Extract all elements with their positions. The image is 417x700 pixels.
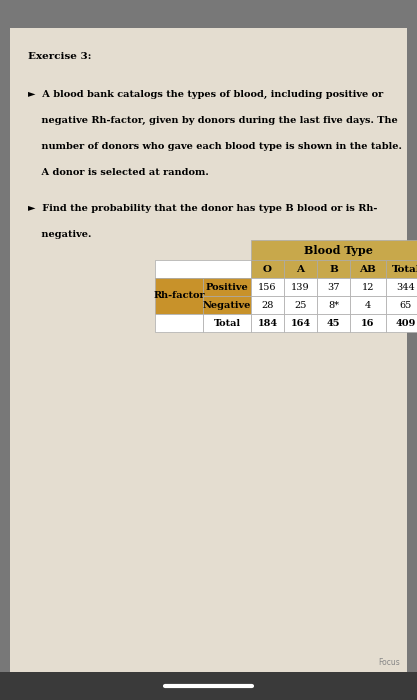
Bar [203, 314, 251, 332]
Text: B: B [329, 265, 338, 274]
Text: 37: 37 [327, 283, 340, 291]
Text: 184: 184 [257, 318, 278, 328]
Text: number of donors who gave each blood type is shown in the table.: number of donors who gave each blood typ… [28, 142, 402, 151]
Text: Total: Total [214, 318, 241, 328]
Bar [284, 296, 317, 314]
Text: O: O [263, 265, 272, 274]
Bar [203, 278, 251, 296]
Text: Negative: Negative [203, 300, 251, 309]
Bar [0, 672, 417, 700]
Text: 25: 25 [294, 300, 306, 309]
Text: 409: 409 [396, 318, 416, 328]
Text: 139: 139 [291, 283, 310, 291]
Bar [203, 296, 251, 314]
Text: negative.: negative. [28, 230, 91, 239]
Text: Blood Type: Blood Type [304, 244, 373, 256]
Bar [251, 260, 284, 278]
Bar [386, 296, 417, 314]
Bar [386, 260, 417, 278]
Bar [284, 278, 317, 296]
Bar [251, 278, 284, 296]
Bar [251, 314, 284, 332]
Text: 12: 12 [362, 283, 374, 291]
Text: Total: Total [392, 265, 417, 274]
Bar [155, 260, 251, 278]
Bar [386, 314, 417, 332]
Text: 164: 164 [290, 318, 311, 328]
Text: 16: 16 [361, 318, 375, 328]
Text: 4: 4 [365, 300, 371, 309]
Bar [251, 240, 417, 260]
Bar [386, 278, 417, 296]
Bar [0, 0, 417, 28]
Text: 28: 28 [261, 300, 274, 309]
Bar [284, 260, 317, 278]
Bar [350, 260, 386, 278]
Text: AB: AB [359, 265, 377, 274]
Bar [251, 296, 284, 314]
Text: Exercise 3:: Exercise 3: [28, 52, 91, 61]
Text: 344: 344 [397, 283, 415, 291]
Bar [350, 278, 386, 296]
Bar [350, 296, 386, 314]
Text: A donor is selected at random.: A donor is selected at random. [28, 168, 209, 177]
Text: Rh-factor: Rh-factor [153, 291, 205, 300]
Text: negative Rh-factor, given by donors during the last five days. The: negative Rh-factor, given by donors duri… [28, 116, 398, 125]
Bar [350, 314, 386, 332]
Bar [317, 278, 350, 296]
Bar [317, 314, 350, 332]
Bar [155, 314, 203, 332]
Text: 45: 45 [327, 318, 340, 328]
Text: A: A [296, 265, 304, 274]
Text: 156: 156 [258, 283, 277, 291]
Text: 65: 65 [400, 300, 412, 309]
Bar [317, 296, 350, 314]
Text: ►  A blood bank catalogs the types of blood, including positive or: ► A blood bank catalogs the types of blo… [28, 90, 383, 99]
Bar [284, 314, 317, 332]
Text: Positive: Positive [206, 283, 249, 291]
Text: Focus: Focus [378, 658, 400, 667]
Text: ►  Find the probability that the donor has type B blood or is Rh-: ► Find the probability that the donor ha… [28, 204, 377, 213]
Bar [155, 278, 203, 314]
Bar [317, 260, 350, 278]
Text: 8*: 8* [328, 300, 339, 309]
